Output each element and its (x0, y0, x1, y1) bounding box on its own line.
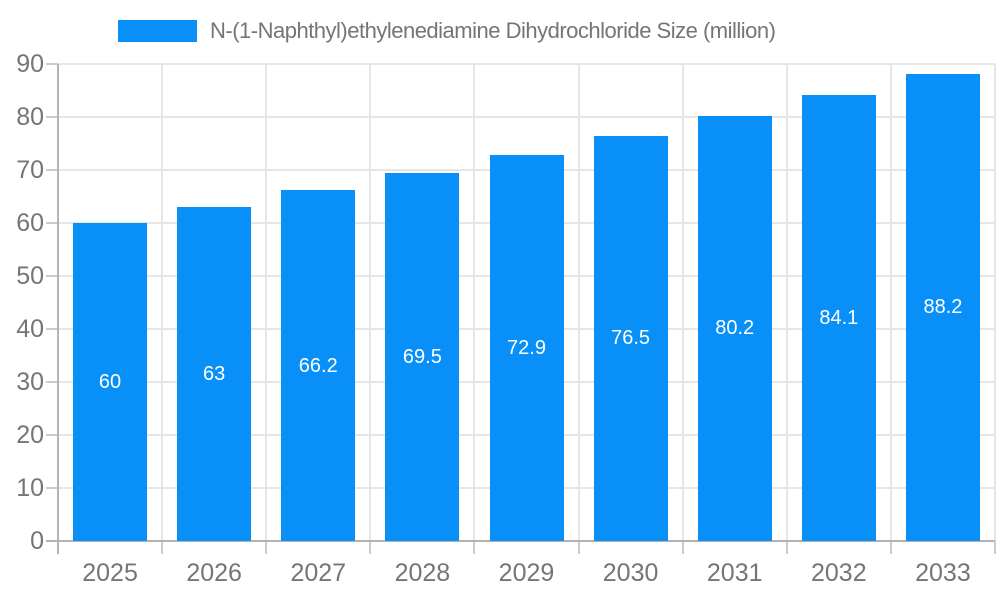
bar (697, 115, 772, 541)
x-axis-line (46, 540, 995, 542)
x-axis-label: 2031 (706, 559, 763, 587)
y-axis-tick (46, 116, 58, 118)
bar (73, 223, 148, 541)
x-axis-tick (577, 541, 580, 554)
gridline-vertical (473, 64, 476, 541)
y-axis-label: 90 (16, 50, 44, 78)
bar (905, 73, 980, 541)
y-axis-label: 10 (16, 474, 44, 502)
x-axis-tick (161, 541, 164, 554)
y-axis-tick (46, 222, 58, 224)
bar (801, 95, 876, 541)
bar (177, 207, 252, 541)
gridline-vertical (265, 64, 268, 541)
bar-value-label: 66.2 (298, 354, 338, 377)
legend-swatch (118, 20, 197, 42)
gridline-vertical (161, 64, 164, 541)
y-axis-line (57, 64, 59, 554)
bar-value-label: 63 (203, 363, 226, 386)
x-axis-tick (265, 541, 268, 554)
y-axis-label: 30 (16, 368, 44, 396)
gridline-vertical (681, 64, 684, 541)
x-axis-label: 2033 (915, 559, 971, 587)
x-axis-label: 2027 (290, 559, 347, 587)
x-axis-tick (889, 541, 892, 554)
x-axis-label: 2032 (811, 559, 867, 587)
bar-value-label: 84.1 (819, 307, 859, 330)
bar-value-label: 76.5 (611, 327, 651, 350)
y-axis-label: 70 (16, 156, 44, 184)
y-axis-tick (46, 434, 58, 436)
gridline-vertical (889, 64, 892, 541)
bar (593, 135, 668, 541)
y-axis-tick (46, 275, 58, 277)
x-axis-tick (473, 541, 476, 554)
y-axis-label: 80 (16, 103, 44, 131)
x-axis-label: 2030 (602, 559, 659, 587)
x-axis-tick (994, 541, 996, 554)
bar-value-label: 72.9 (507, 336, 546, 359)
y-axis-label: 20 (16, 421, 44, 449)
x-axis-label: 2025 (82, 559, 138, 587)
gridline-vertical (577, 64, 580, 541)
bar-value-label: 80.2 (715, 317, 755, 340)
y-axis-tick (46, 63, 58, 65)
x-axis-tick (785, 541, 788, 554)
y-axis-label: 50 (16, 262, 44, 290)
bar-value-label: 88.2 (923, 296, 963, 319)
y-axis-label: 40 (16, 315, 44, 343)
bar (489, 154, 564, 541)
gridline-horizontal (58, 63, 995, 65)
y-axis-label: 0 (30, 527, 44, 555)
x-axis-tick (681, 541, 684, 554)
x-axis-label: 2028 (394, 559, 451, 587)
bar-value-label: 60 (98, 371, 122, 393)
x-axis-label: 2026 (186, 559, 242, 587)
legend-item[interactable]: N-(1-Naphthyl)ethylenediamine Dihydrochl… (118, 18, 776, 44)
legend-label: N-(1-Naphthyl)ethylenediamine Dihydrochl… (210, 18, 776, 43)
gridline-vertical (369, 64, 372, 541)
bar-value-label: 69.5 (402, 345, 442, 368)
y-axis-label: 60 (16, 209, 44, 237)
y-axis-tick (46, 487, 58, 489)
gridline-horizontal (58, 116, 995, 118)
gridline-vertical (994, 64, 996, 541)
bar (385, 172, 460, 541)
bar (281, 190, 356, 541)
y-axis-tick (46, 328, 58, 330)
y-axis-tick (46, 381, 58, 383)
x-axis-tick (369, 541, 372, 554)
gridline-vertical (785, 64, 788, 541)
x-axis-label: 2029 (498, 559, 555, 587)
y-axis-tick (46, 169, 58, 171)
